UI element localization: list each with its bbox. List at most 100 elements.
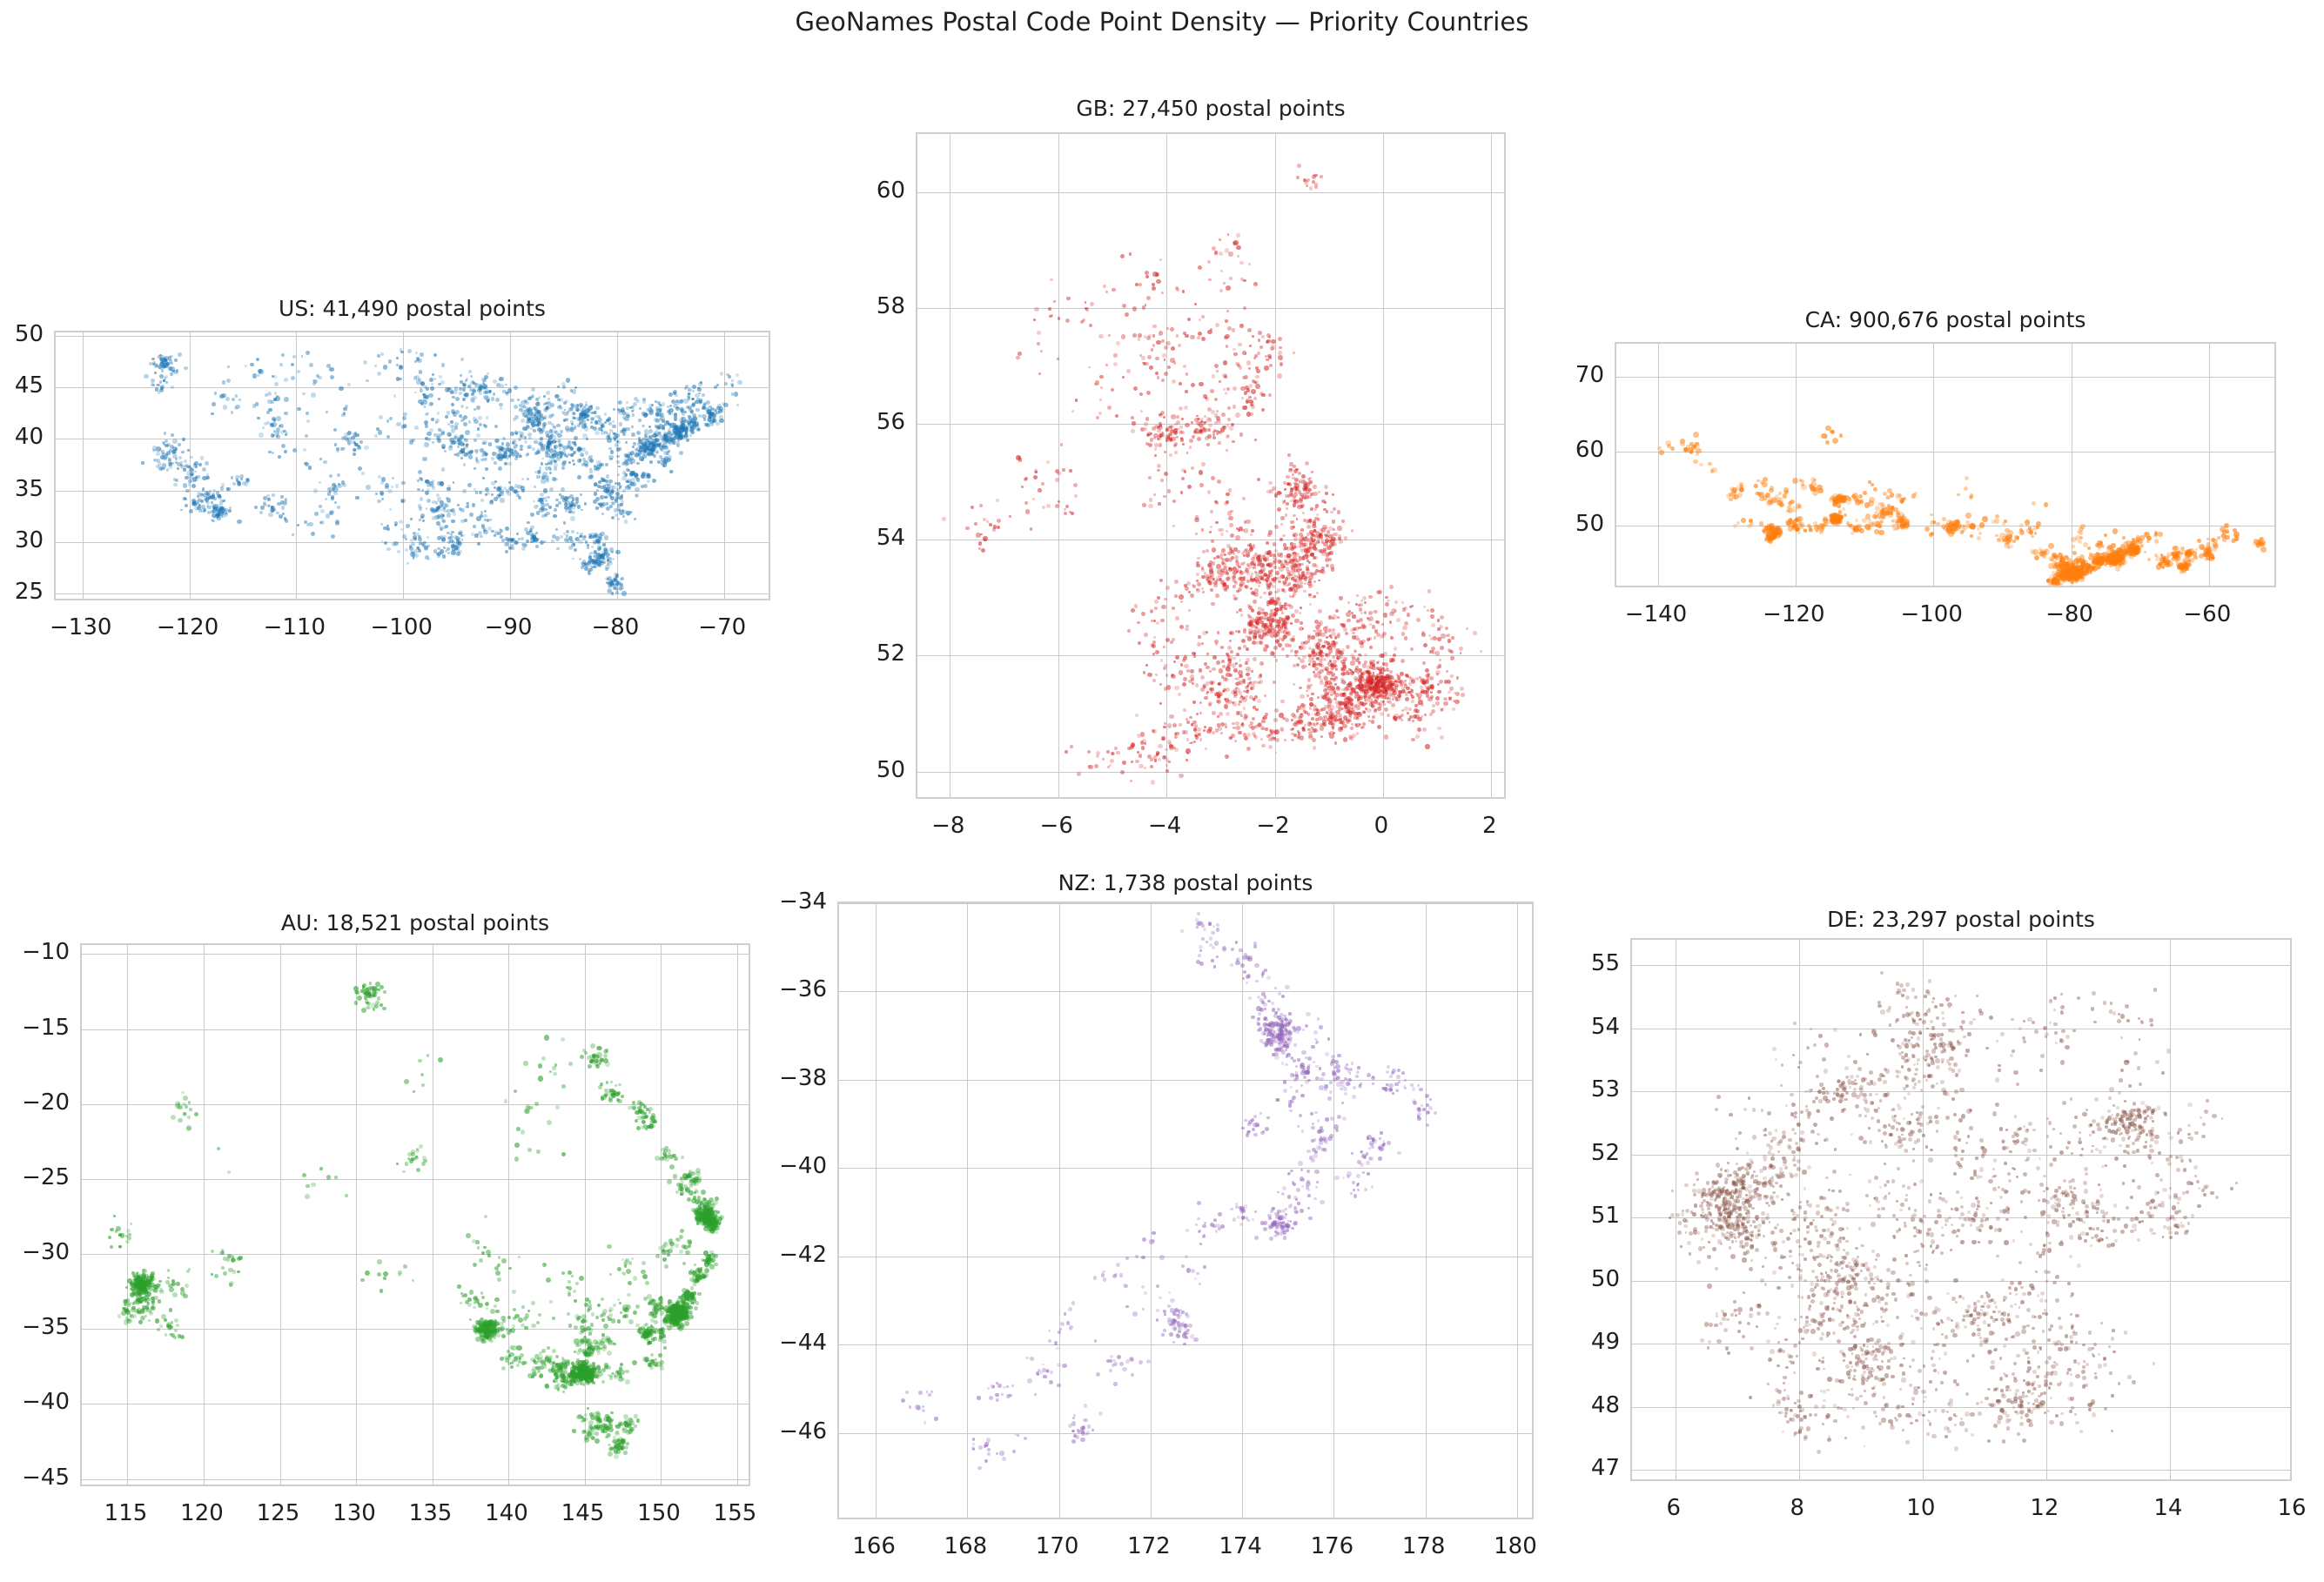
subplot-title-au: AU: 18,521 postal points: [80, 910, 750, 935]
xtick-label-de: 16: [2277, 1495, 2306, 1521]
xtick-label-us: −110: [264, 614, 326, 640]
scatter-layer-de: [1632, 940, 2290, 1479]
ytick-label-de: 53: [1536, 1076, 1620, 1103]
gridline-vertical: [356, 945, 357, 1485]
gridline-vertical: [2170, 940, 2171, 1479]
xtick-label-de: 8: [1790, 1495, 1804, 1521]
gridline-vertical: [1426, 903, 1427, 1518]
ytick-label-gb: 60: [822, 178, 905, 204]
subplot-title-nz: NZ: 1,738 postal points: [837, 870, 1534, 895]
ytick-label-us: 45: [0, 372, 44, 399]
gridline-vertical: [403, 332, 404, 599]
gridline-horizontal: [839, 1080, 1532, 1081]
gridline-horizontal: [56, 593, 769, 594]
ytick-label-gb: 50: [822, 757, 905, 783]
ytick-label-nz: −44: [743, 1330, 827, 1356]
ytick-label-de: 54: [1536, 1014, 1620, 1040]
gridline-horizontal: [82, 1329, 749, 1330]
xtick-label-au: 155: [714, 1500, 757, 1526]
xtick-label-nz: 176: [1311, 1533, 1354, 1559]
ytick-label-au: −25: [0, 1164, 70, 1190]
xtick-label-us: −70: [698, 614, 746, 640]
xtick-label-nz: 178: [1402, 1533, 1446, 1559]
ytick-label-nz: −42: [743, 1242, 827, 1268]
xtick-label-au: 125: [257, 1500, 300, 1526]
ytick-label-gb: 58: [822, 293, 905, 319]
ytick-label-au: −15: [0, 1015, 70, 1041]
gridline-vertical: [1658, 344, 1659, 586]
xtick-label-ca: −120: [1763, 601, 1824, 627]
ytick-label-au: −40: [0, 1389, 70, 1415]
plot-area-de: [1630, 938, 2292, 1481]
gridline-horizontal: [82, 1029, 749, 1030]
xtick-label-au: 135: [409, 1500, 453, 1526]
gridline-vertical: [724, 332, 725, 599]
xtick-label-gb: −6: [1040, 813, 1073, 839]
scatter-layer-us: [56, 332, 769, 599]
gridline-vertical: [1275, 134, 1276, 797]
gridline-horizontal: [1632, 1407, 2290, 1408]
gridline-vertical: [1058, 134, 1059, 797]
gridline-horizontal: [839, 1433, 1532, 1434]
gridline-horizontal: [1632, 965, 2290, 966]
ytick-label-gb: 56: [822, 409, 905, 435]
ytick-label-ca: 70: [1521, 362, 1604, 388]
gridline-vertical: [1796, 344, 1797, 586]
ytick-label-de: 55: [1536, 950, 1620, 976]
gridline-horizontal: [82, 954, 749, 955]
ytick-label-nz: −38: [743, 1065, 827, 1091]
gridline-vertical: [1491, 134, 1492, 797]
plot-area-gb: [916, 132, 1506, 799]
plot-area-ca: [1615, 342, 2276, 587]
gridline-horizontal: [839, 1168, 1532, 1169]
xtick-label-ca: −60: [2183, 601, 2231, 627]
ytick-label-gb: 54: [822, 525, 905, 551]
xtick-label-gb: −4: [1148, 813, 1181, 839]
plot-area-nz: [837, 902, 1534, 1519]
gridline-horizontal: [839, 1344, 1532, 1345]
xtick-label-de: 10: [1906, 1495, 1935, 1521]
plot-area-au: [80, 943, 750, 1486]
gridline-horizontal: [917, 192, 1504, 193]
xtick-label-au: 130: [332, 1500, 376, 1526]
xtick-label-de: 12: [2030, 1495, 2059, 1521]
gridline-vertical: [1383, 134, 1384, 797]
ytick-label-de: 49: [1536, 1329, 1620, 1355]
gridline-vertical: [585, 945, 586, 1485]
gridline-vertical: [190, 332, 191, 599]
gridline-vertical: [2046, 940, 2047, 1479]
gridline-horizontal: [1616, 377, 2274, 378]
ytick-label-us: 50: [0, 321, 44, 347]
xtick-label-us: −80: [591, 614, 639, 640]
gridline-horizontal: [82, 1254, 749, 1255]
gridline-vertical: [1166, 134, 1167, 797]
ytick-label-au: −30: [0, 1239, 70, 1265]
gridline-horizontal: [839, 991, 1532, 992]
xtick-label-nz: 172: [1127, 1533, 1171, 1559]
gridline-horizontal: [917, 772, 1504, 773]
xtick-label-nz: 180: [1494, 1533, 1537, 1559]
gridline-horizontal: [56, 542, 769, 543]
gridline-horizontal: [56, 387, 769, 388]
scatter-layer-ca: [1616, 344, 2274, 586]
ytick-label-nz: −34: [743, 888, 827, 915]
ytick-label-nz: −36: [743, 976, 827, 1002]
gridline-vertical: [1923, 940, 1924, 1479]
subplot-title-ca: CA: 900,676 postal points: [1615, 307, 2276, 332]
xtick-label-gb: 2: [1482, 813, 1497, 839]
xtick-label-au: 140: [485, 1500, 528, 1526]
xtick-label-au: 120: [180, 1500, 224, 1526]
gridline-vertical: [1151, 903, 1152, 1518]
gridline-horizontal: [1632, 1217, 2290, 1218]
xtick-label-nz: 166: [852, 1533, 896, 1559]
gridline-vertical: [1517, 903, 1518, 1518]
gridline-horizontal: [917, 424, 1504, 425]
gridline-vertical: [1242, 903, 1243, 1518]
ytick-label-gb: 52: [822, 640, 905, 667]
gridline-vertical: [127, 945, 128, 1485]
scatter-layer-gb: [917, 134, 1504, 797]
gridline-horizontal: [56, 491, 769, 492]
